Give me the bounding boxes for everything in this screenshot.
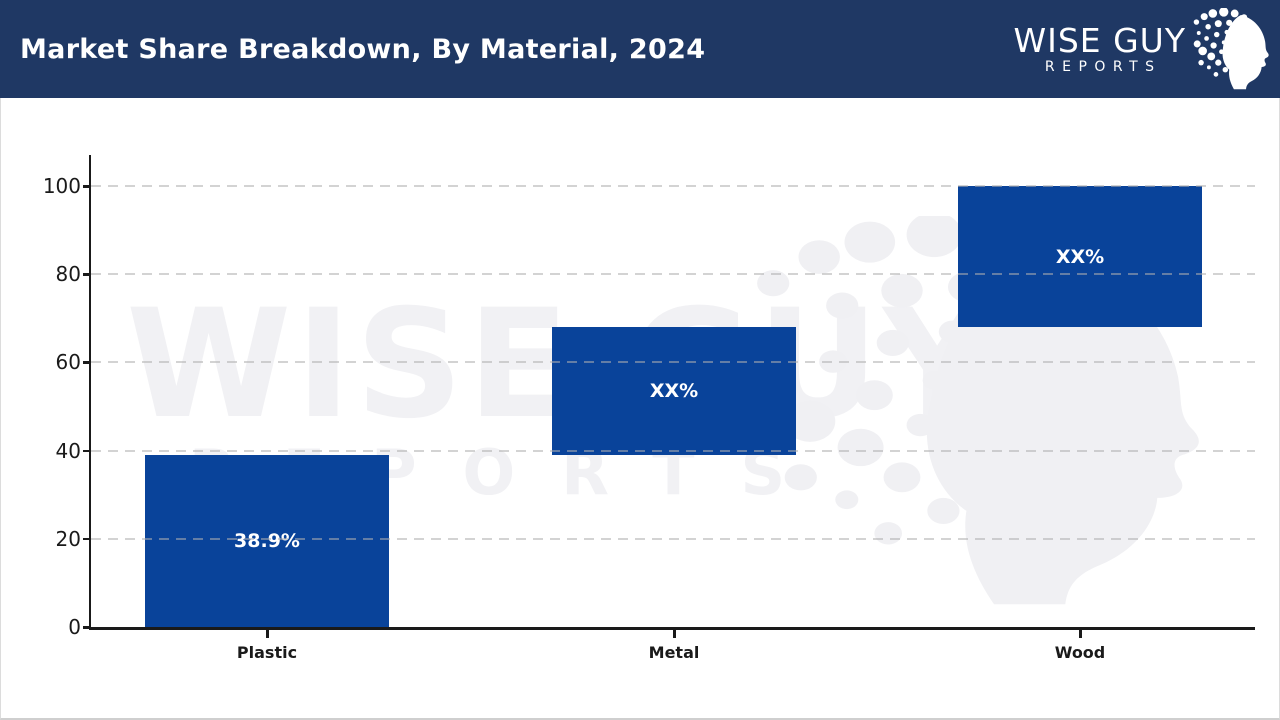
bar-value-label-plastic: 38.9% xyxy=(234,530,300,553)
bar-wood: XX% xyxy=(958,186,1202,328)
y-tick-label-20: 20 xyxy=(55,526,81,551)
gridline-80 xyxy=(91,273,1255,276)
y-tick-mark-40 xyxy=(83,449,91,453)
gridline-20 xyxy=(91,537,1255,540)
bar-value-label-wood: XX% xyxy=(1055,245,1105,268)
x-tick-mark-wood xyxy=(1079,630,1082,638)
bar-value-label-metal: XX% xyxy=(649,379,699,402)
y-tick-label-80: 80 xyxy=(55,262,81,287)
y-tick-label-100: 100 xyxy=(42,174,81,198)
dotted-head-icon xyxy=(1193,8,1269,90)
gridline-100 xyxy=(91,185,1255,187)
x-tick-mark-plastic xyxy=(266,630,269,638)
x-tick-mark-metal xyxy=(673,630,676,638)
header: Market Share Breakdown, By Material, 202… xyxy=(0,0,1280,98)
y-tick-label-60: 60 xyxy=(55,350,81,375)
x-tick-label-plastic: Plastic xyxy=(236,643,298,662)
bar-plastic: 38.9% xyxy=(145,455,389,627)
plot-area: 0 20 40 60 80 100 38.9% XX% XX% Plastic Metal Wood xyxy=(43,155,1255,662)
y-tick-mark-100 xyxy=(83,185,91,188)
logo-wordmark: WISE GUY xyxy=(1013,21,1186,60)
y-tick-label-40: 40 xyxy=(55,438,81,463)
gridline-60 xyxy=(91,361,1255,364)
y-tick-label-0: 0 xyxy=(68,615,81,639)
chart-body: WISE GUY REPORTS 0 20 40 60 80 100 38.9% XX% XX%… xyxy=(0,98,1280,720)
x-tick-label-wood: Wood xyxy=(1054,643,1106,662)
wise-guy-logo: WISE GUY REPORTS xyxy=(1013,8,1270,90)
bar-metal: XX% xyxy=(552,327,796,455)
logo-subtitle: REPORTS xyxy=(1044,59,1162,75)
x-tick-label-metal: Metal xyxy=(648,643,700,662)
y-tick-mark-60 xyxy=(83,361,91,364)
y-tick-mark-80 xyxy=(83,273,91,276)
gridline-40 xyxy=(91,449,1255,452)
y-tick-mark-0 xyxy=(83,626,91,629)
page-title: Market Share Breakdown, By Material, 202… xyxy=(20,33,706,65)
y-tick-mark-20 xyxy=(83,537,91,541)
logo-text: WISE GUY REPORTS xyxy=(1013,24,1186,76)
